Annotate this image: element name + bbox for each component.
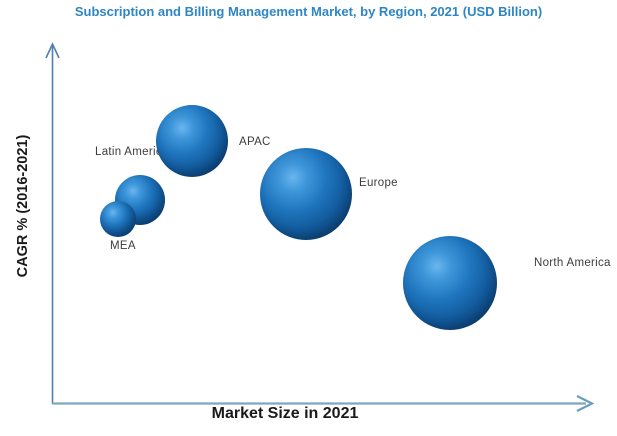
x-axis-title: Market Size in 2021	[211, 405, 359, 422]
y-axis-title: CAGR % (2016-2021)	[15, 134, 31, 278]
chart-title: Subscription and Billing Management Mark…	[74, 4, 543, 19]
bubble-label-north-america: North America	[534, 257, 611, 269]
x-axis-arrow-icon	[576, 395, 595, 412]
bubble-europe	[260, 148, 352, 240]
bubble-mea	[100, 201, 136, 237]
bubble-apac	[156, 105, 228, 177]
bubble-north-america	[403, 236, 497, 330]
bubble-label-apac: APAC	[239, 136, 271, 148]
bubble-label-latin-america: Latin America	[95, 146, 169, 158]
y-axis-arrow-icon	[45, 42, 60, 59]
bubble-label-europe: Europe	[359, 177, 398, 189]
bubble-label-mea: MEA	[110, 240, 136, 252]
